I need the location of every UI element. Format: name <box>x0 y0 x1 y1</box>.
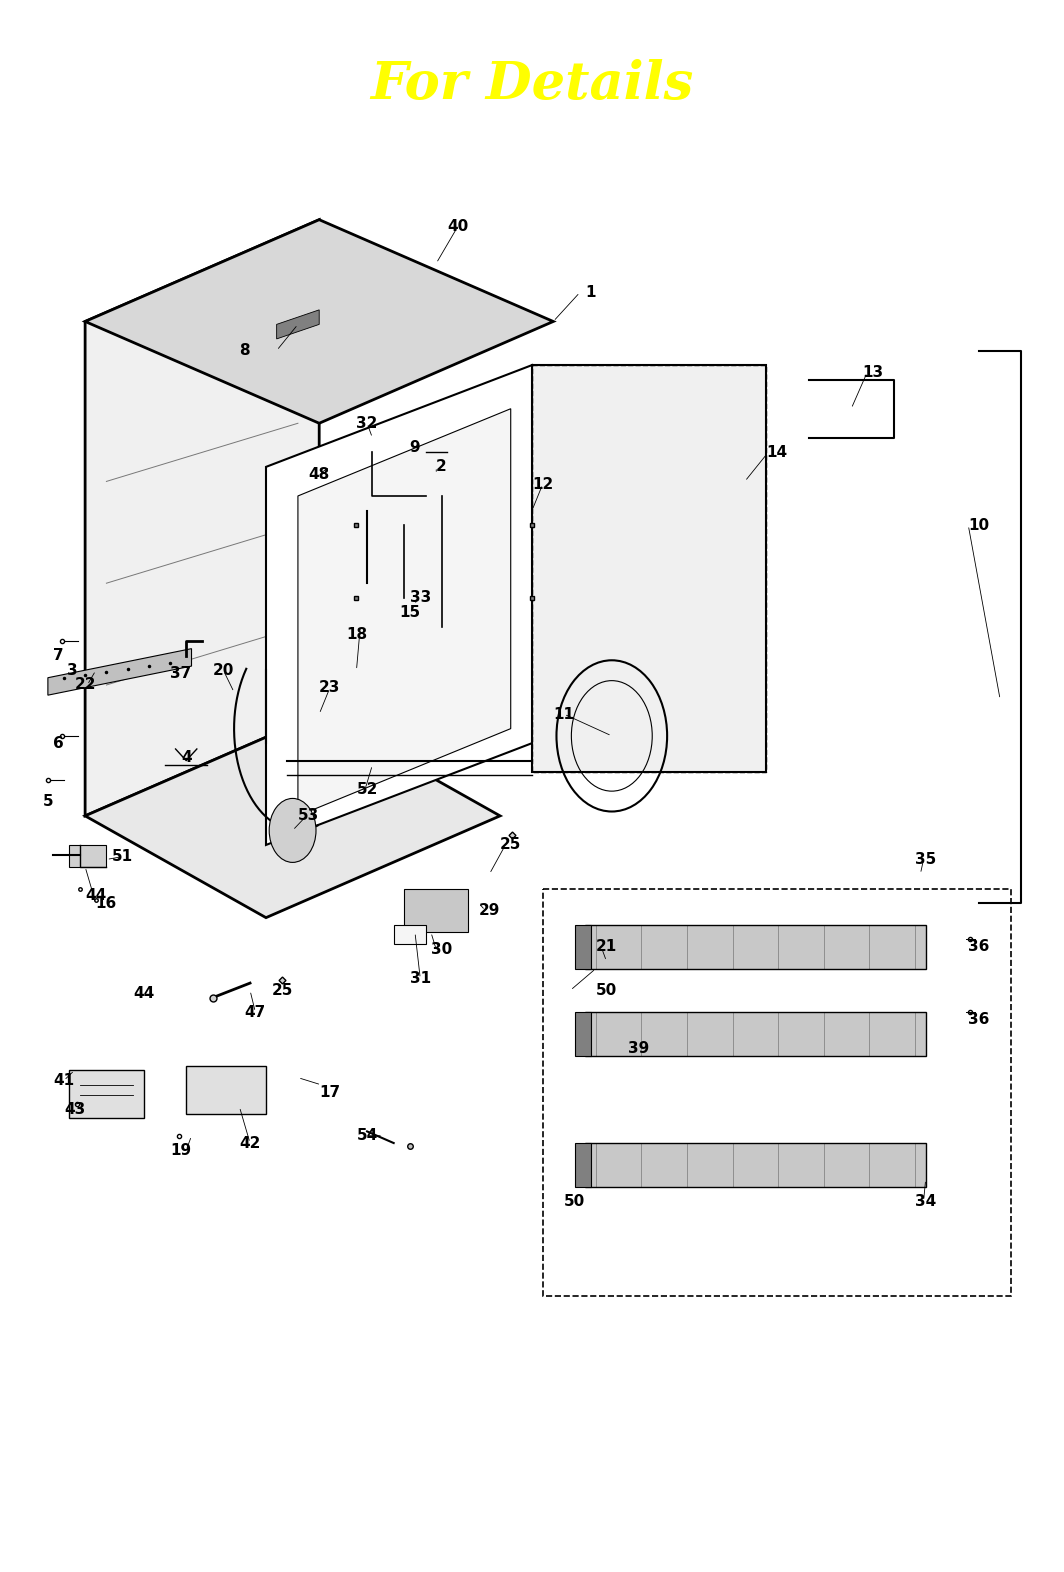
Text: 39: 39 <box>628 1041 649 1056</box>
Polygon shape <box>585 924 926 968</box>
Text: 18: 18 <box>346 627 367 641</box>
Text: 25: 25 <box>271 982 293 998</box>
Text: TAP HERE: TAP HERE <box>459 20 605 46</box>
Text: 25: 25 <box>500 838 521 852</box>
Text: 31: 31 <box>410 971 431 986</box>
Text: 14: 14 <box>766 445 787 461</box>
Polygon shape <box>404 888 468 932</box>
Text: 44: 44 <box>85 888 106 904</box>
Polygon shape <box>85 220 553 423</box>
Polygon shape <box>532 365 766 772</box>
Text: 23: 23 <box>319 681 340 695</box>
Circle shape <box>269 799 316 863</box>
Polygon shape <box>69 1071 144 1118</box>
Text: 19: 19 <box>170 1143 192 1159</box>
Text: 3: 3 <box>67 663 78 678</box>
Polygon shape <box>298 409 511 816</box>
Text: 44: 44 <box>133 986 154 1001</box>
Text: 54: 54 <box>356 1129 378 1143</box>
Text: 48: 48 <box>309 467 330 481</box>
Text: 12: 12 <box>532 476 553 492</box>
Polygon shape <box>575 924 591 968</box>
Text: 7: 7 <box>53 648 64 663</box>
Text: 52: 52 <box>356 783 378 797</box>
Text: 47: 47 <box>245 1005 266 1020</box>
Text: For Details: For Details <box>370 60 694 110</box>
Text: 20: 20 <box>213 663 234 678</box>
Text: 40: 40 <box>447 220 468 234</box>
Text: 9: 9 <box>410 440 420 456</box>
Text: 33: 33 <box>410 590 431 605</box>
Polygon shape <box>266 365 532 844</box>
Text: 22: 22 <box>74 678 96 693</box>
Text: 8: 8 <box>239 343 250 358</box>
Text: 15: 15 <box>399 605 420 619</box>
Text: 4: 4 <box>181 750 192 766</box>
Text: 36: 36 <box>968 938 990 954</box>
Polygon shape <box>85 714 500 918</box>
Text: 29: 29 <box>479 902 500 918</box>
Polygon shape <box>85 220 319 816</box>
Text: 11: 11 <box>553 706 575 722</box>
Text: 13: 13 <box>862 365 883 380</box>
Text: 30: 30 <box>431 942 452 957</box>
Text: 10: 10 <box>968 517 990 533</box>
Polygon shape <box>585 1012 926 1056</box>
Polygon shape <box>186 1066 266 1115</box>
Text: 5: 5 <box>43 794 53 810</box>
Text: 50: 50 <box>564 1193 585 1209</box>
Text: 42: 42 <box>239 1135 261 1151</box>
Text: 2: 2 <box>436 459 447 475</box>
Text: 34: 34 <box>915 1193 936 1209</box>
Text: 51: 51 <box>112 849 133 865</box>
Text: 35: 35 <box>915 852 936 868</box>
Text: 17: 17 <box>319 1085 340 1100</box>
Text: 43: 43 <box>64 1102 85 1118</box>
Polygon shape <box>585 1143 926 1187</box>
Polygon shape <box>575 1012 591 1056</box>
Text: 37: 37 <box>170 667 192 681</box>
Text: 36: 36 <box>968 1012 990 1027</box>
Text: 50: 50 <box>596 982 617 998</box>
Polygon shape <box>277 310 319 340</box>
Polygon shape <box>48 649 192 695</box>
Text: 21: 21 <box>596 938 617 954</box>
Polygon shape <box>69 844 106 866</box>
Text: 16: 16 <box>96 896 117 910</box>
Text: 1: 1 <box>585 285 596 300</box>
Text: 32: 32 <box>356 415 378 431</box>
Text: 41: 41 <box>53 1074 74 1088</box>
Text: 53: 53 <box>298 808 319 824</box>
Text: 6: 6 <box>53 736 64 751</box>
Polygon shape <box>394 924 426 943</box>
Polygon shape <box>575 1143 591 1187</box>
